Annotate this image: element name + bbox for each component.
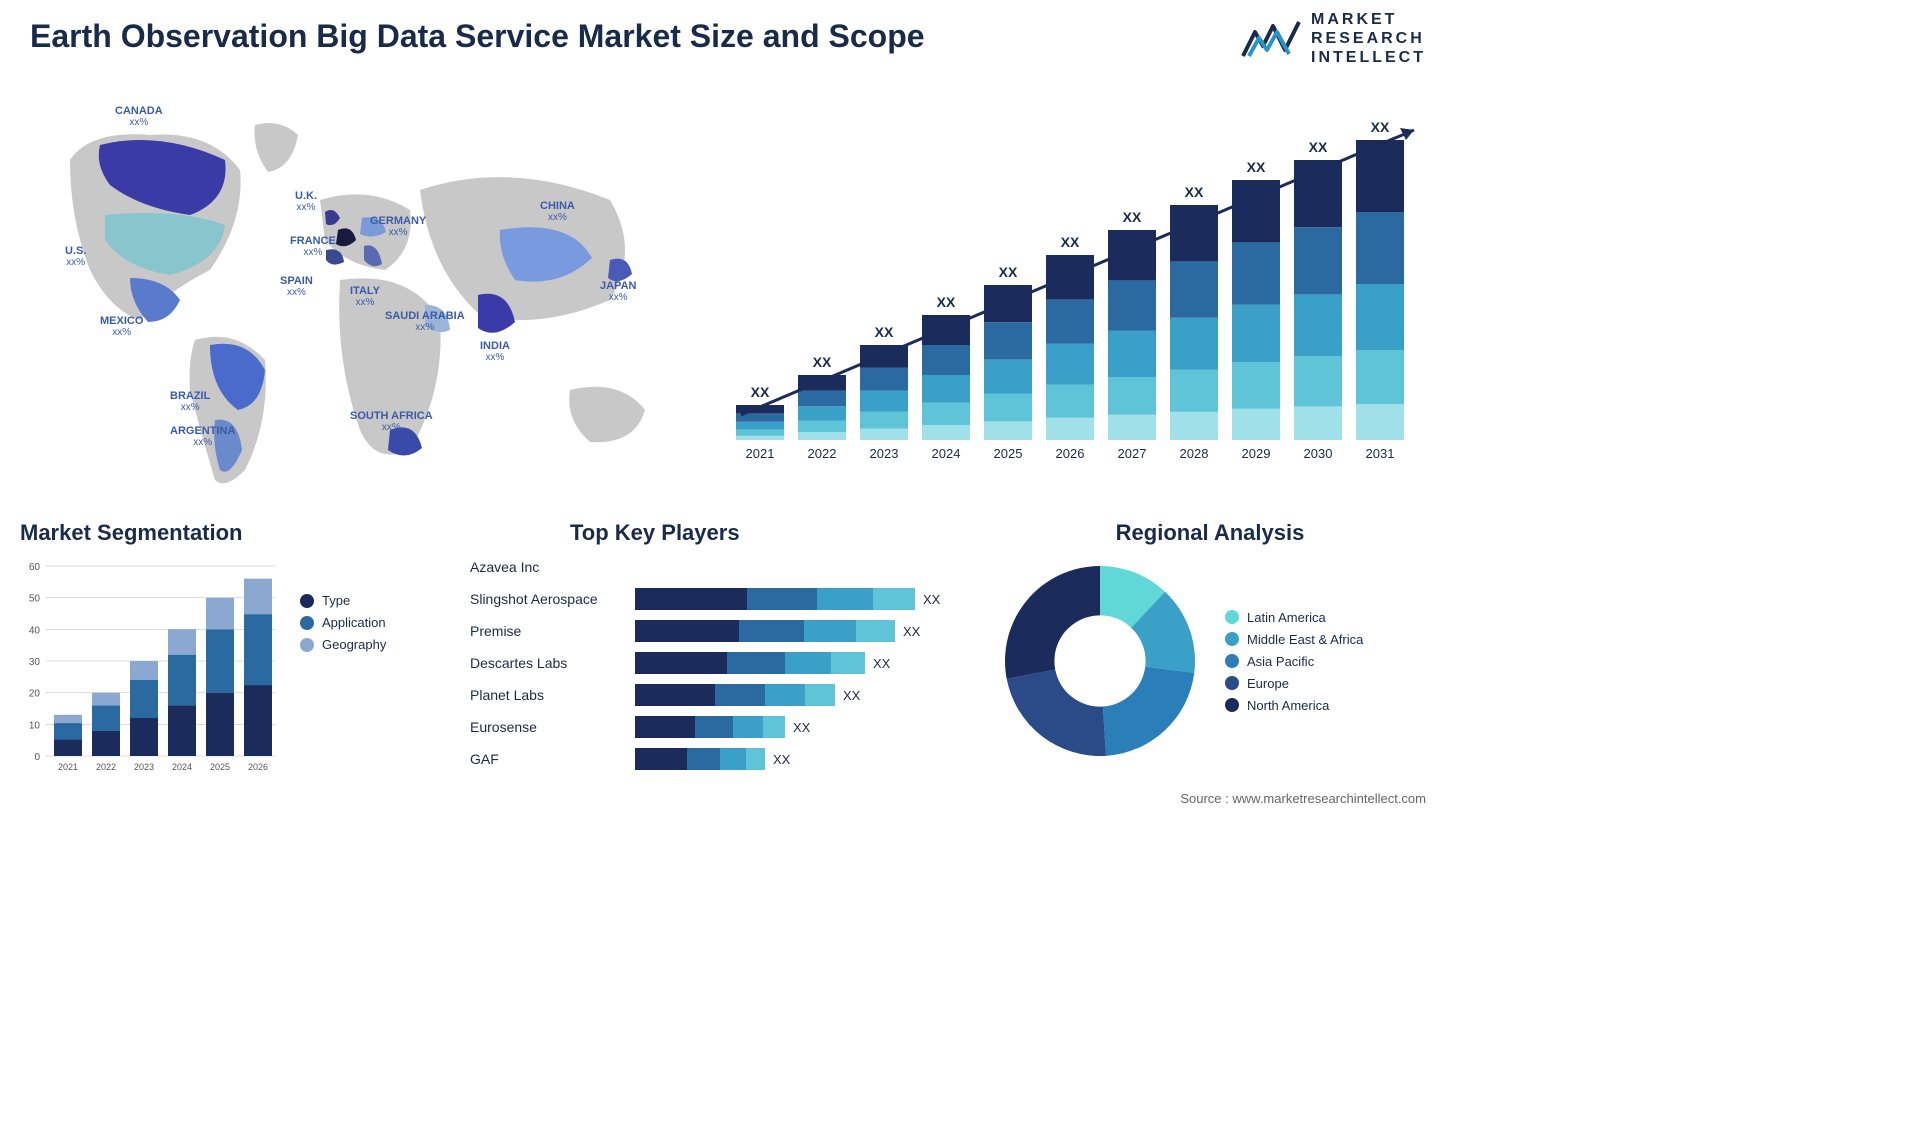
player-name: Eurosense [470,719,635,735]
map-label: MEXICOxx% [100,315,143,338]
player-row: Azavea Inc [470,552,970,582]
svg-text:XX: XX [1247,159,1266,175]
regional-panel: Regional Analysis Latin America Middle Ea… [995,520,1425,766]
logo-text-2: RESEARCH [1311,29,1426,48]
player-name: Planet Labs [470,687,635,703]
map-label: INDIAxx% [480,340,510,363]
legend-item: Application [300,615,386,630]
svg-text:2021: 2021 [746,446,775,461]
map-label: GERMANYxx% [370,215,426,238]
player-name: Descartes Labs [470,655,635,671]
map-label: SPAINxx% [280,275,313,298]
svg-text:XX: XX [1123,209,1142,225]
player-row: Planet LabsXX [470,680,970,710]
logo-text-1: MARKET [1311,10,1426,29]
legend-item: Latin America [1225,610,1363,625]
svg-text:2022: 2022 [808,446,837,461]
svg-text:10: 10 [29,720,41,731]
regional-donut [995,556,1205,766]
svg-text:XX: XX [813,354,832,370]
svg-text:2025: 2025 [210,762,230,772]
page-title: Earth Observation Big Data Service Marke… [30,18,925,55]
player-row: EurosenseXX [470,712,970,742]
svg-text:XX: XX [937,294,956,310]
segmentation-chart: 0 10 20 30 40 50 60 2021 2022 2023 2024 2025 2026 [20,556,280,776]
player-name: GAF [470,751,635,767]
map-label: SOUTH AFRICAxx% [350,410,433,433]
svg-text:2031: 2031 [1366,446,1395,461]
svg-text:XX: XX [1061,234,1080,250]
svg-text:2026: 2026 [248,762,268,772]
player-row: PremiseXX [470,616,970,646]
map-label: U.S.xx% [65,245,86,268]
svg-text:2026: 2026 [1056,446,1085,461]
map-label: JAPANxx% [600,280,636,303]
svg-text:2028: 2028 [1180,446,1209,461]
players-title: Top Key Players [570,520,970,546]
segmentation-panel: Market Segmentation 0 10 20 30 40 50 60 2021 202… [20,520,450,776]
logo-text-3: INTELLECT [1311,48,1426,67]
legend-item: Geography [300,637,386,652]
svg-text:2025: 2025 [994,446,1023,461]
world-map: CANADAxx% U.S.xx% MEXICOxx% BRAZILxx% ARGENT… [30,90,690,500]
svg-text:2021: 2021 [58,762,78,772]
svg-text:2022: 2022 [96,762,116,772]
player-name: Slingshot Aerospace [470,591,635,607]
player-row: Slingshot AerospaceXX [470,584,970,614]
svg-text:XX: XX [1309,139,1328,155]
players-panel: Top Key Players Azavea Inc Slingshot Aero… [470,520,970,776]
player-row: Descartes LabsXX [470,648,970,678]
map-label: BRAZILxx% [170,390,210,413]
svg-text:40: 40 [29,625,41,636]
segmentation-legend: Type Application Geography [300,586,386,659]
source-attribution: Source : www.marketresearchintellect.com [1180,791,1426,806]
svg-text:0: 0 [34,752,40,763]
brand-logo: MARKET RESEARCH INTELLECT [1241,10,1426,68]
legend-item: North America [1225,698,1363,713]
legend-item: Asia Pacific [1225,654,1363,669]
main-growth-chart: XX 2021 XX 2022 XX 2023 XX 2024 XX 2025 XX 2026 XX 20… [726,100,1426,480]
svg-text:30: 30 [29,657,41,668]
svg-text:XX: XX [999,264,1018,280]
svg-text:XX: XX [1185,184,1204,200]
regional-title: Regional Analysis [995,520,1425,546]
svg-text:2023: 2023 [134,762,154,772]
map-label: CHINAxx% [540,200,575,223]
map-label: SAUDI ARABIAxx% [385,310,465,333]
svg-text:50: 50 [29,594,41,605]
map-label: ITALYxx% [350,285,380,308]
svg-text:60: 60 [29,562,41,573]
svg-text:2029: 2029 [1242,446,1271,461]
svg-text:XX: XX [751,384,770,400]
svg-text:2024: 2024 [172,762,192,772]
legend-item: Europe [1225,676,1363,691]
map-label: FRANCExx% [290,235,336,258]
legend-item: Middle East & Africa [1225,632,1363,647]
map-label: U.K.xx% [295,190,317,213]
player-row: GAFXX [470,744,970,774]
svg-text:2030: 2030 [1304,446,1333,461]
segmentation-title: Market Segmentation [20,520,450,546]
logo-icon [1241,18,1301,60]
svg-text:XX: XX [1371,119,1390,135]
map-label: CANADAxx% [115,105,163,128]
svg-text:2024: 2024 [932,446,961,461]
svg-text:XX: XX [875,324,894,340]
svg-text:2023: 2023 [870,446,899,461]
legend-item: Type [300,593,386,608]
map-label: ARGENTINAxx% [170,425,235,448]
player-name: Premise [470,623,635,639]
player-name: Azavea Inc [470,559,635,575]
regional-legend: Latin America Middle East & Africa Asia Pa… [1225,603,1363,720]
svg-text:20: 20 [29,689,41,700]
svg-text:2027: 2027 [1118,446,1147,461]
